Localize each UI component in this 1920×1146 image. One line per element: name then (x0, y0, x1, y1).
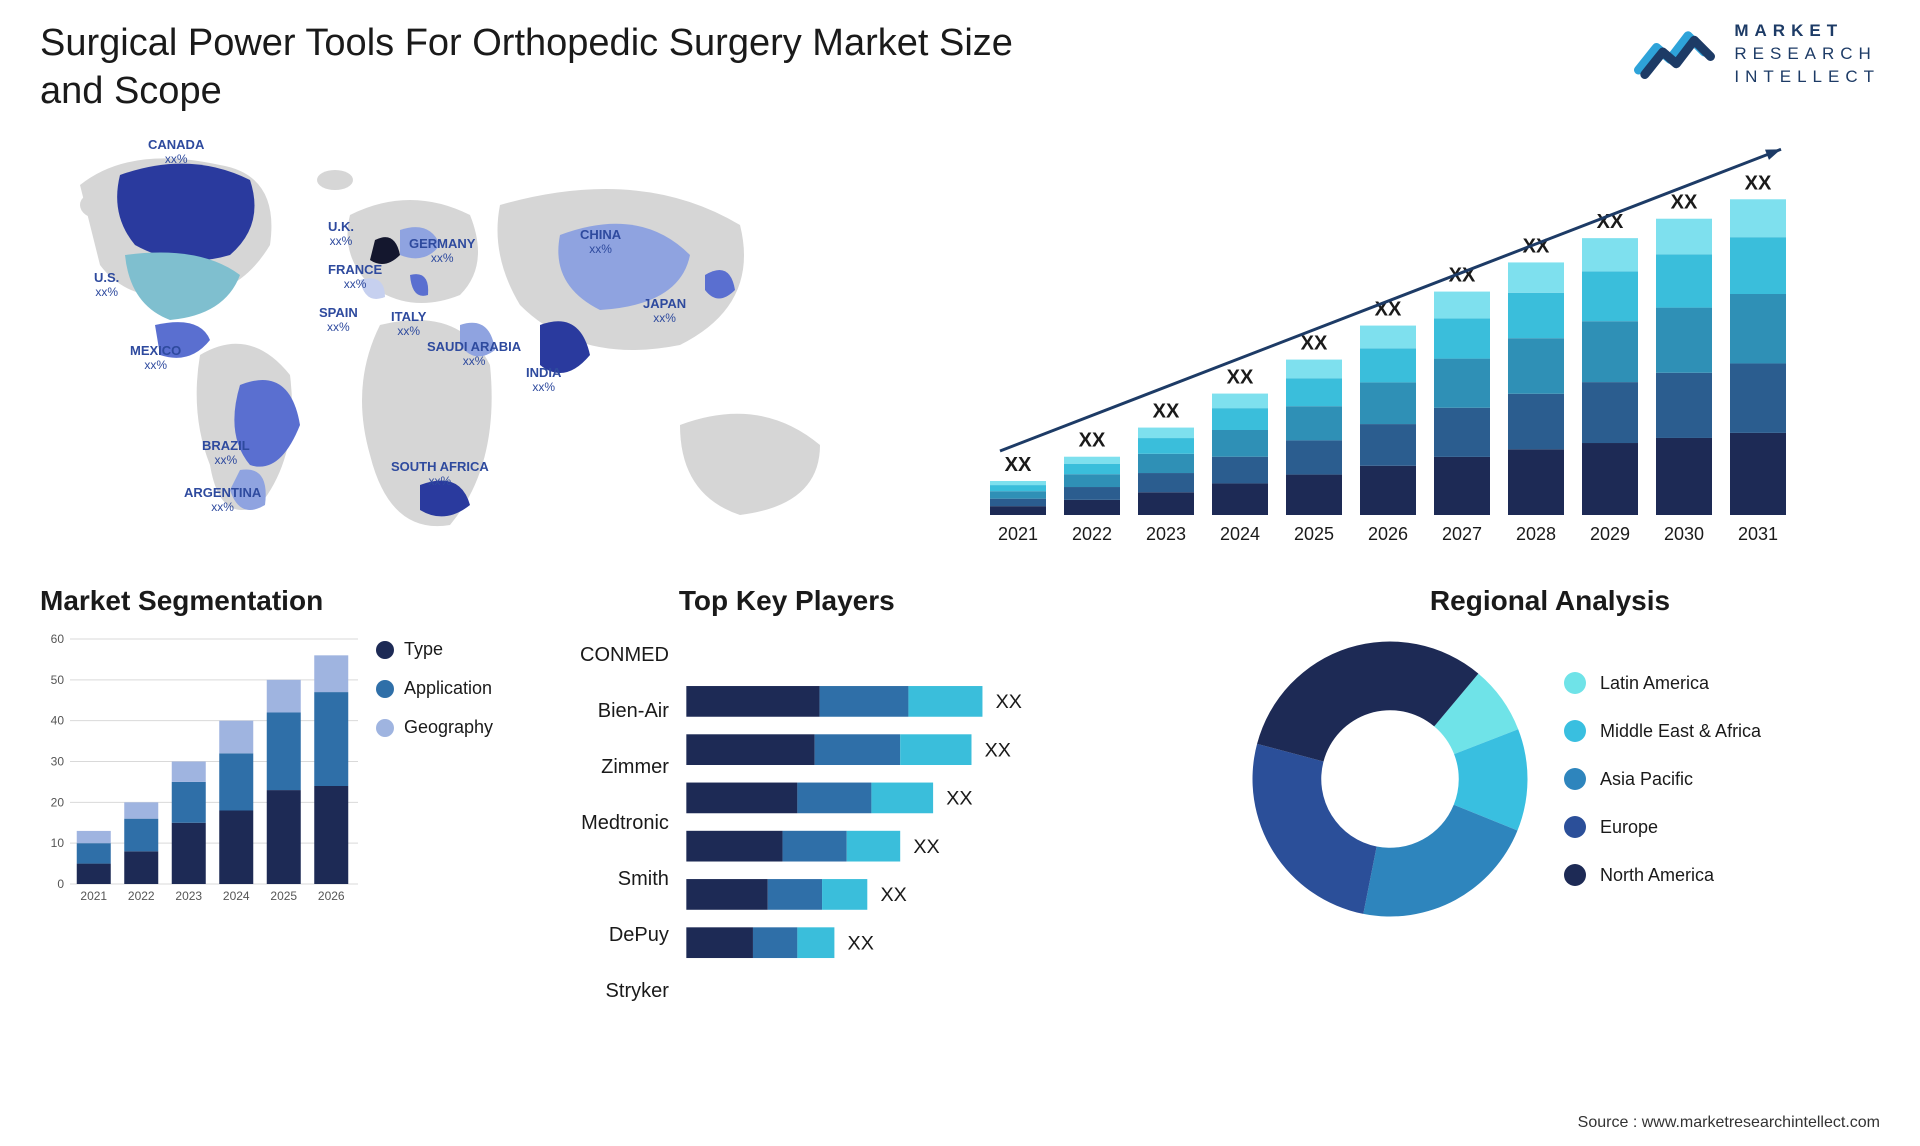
map-label-india: INDIAxx% (526, 366, 561, 395)
svg-text:XX: XX (1005, 454, 1032, 476)
svg-text:XX: XX (1301, 333, 1328, 355)
page-title: Surgical Power Tools For Orthopedic Surg… (40, 20, 1040, 115)
regional-legend: Latin America Middle East & Africa Asia Pa… (1564, 672, 1761, 886)
map-label-canada: CANADAxx% (148, 138, 204, 167)
regional-title: Regional Analysis (1240, 585, 1860, 617)
map-label-brazil: BRAZILxx% (202, 439, 250, 468)
segmentation-chart: 0 10 20 30 40 50 60 2021 2022 2023 2024 2025 2026 (40, 629, 360, 909)
world-map: CANADAxx% U.S.xx% MEXICOxx% BRAZILxx% ARGENT… (40, 125, 940, 555)
player-name-smith: Smith (618, 857, 669, 901)
svg-text:2031: 2031 (1738, 524, 1778, 544)
player-name-zimmer: Zimmer (601, 745, 669, 789)
svg-text:2021: 2021 (998, 524, 1038, 544)
svg-text:XX: XX (1745, 172, 1772, 194)
segmentation-title: Market Segmentation (40, 585, 560, 617)
svg-text:2025: 2025 (270, 889, 297, 903)
region-legend-latin-america: Latin America (1564, 672, 1761, 694)
svg-text:XX: XX (1671, 192, 1698, 214)
map-label-china: CHINAxx% (580, 228, 621, 257)
players-chart: XX XX XX XX XX XX (679, 629, 1220, 969)
svg-text:XX: XX (847, 932, 873, 954)
svg-text:10: 10 (51, 836, 65, 850)
svg-text:0: 0 (57, 877, 64, 891)
map-label-u-s-: U.S.xx% (94, 271, 119, 300)
svg-text:XX: XX (913, 836, 939, 858)
map-label-mexico: MEXICOxx% (130, 344, 181, 373)
player-name-depuy: DePuy (609, 913, 669, 957)
svg-text:XX: XX (880, 884, 906, 906)
svg-text:2024: 2024 (1220, 524, 1260, 544)
player-name-conmed: CONMED (580, 633, 669, 677)
map-label-germany: GERMANYxx% (409, 237, 475, 266)
svg-text:60: 60 (51, 632, 65, 646)
svg-text:XX: XX (996, 691, 1022, 713)
svg-text:2021: 2021 (80, 889, 107, 903)
svg-text:2024: 2024 (223, 889, 250, 903)
logo-line3: INTELLECT (1734, 66, 1880, 89)
map-label-u-k-: U.K.xx% (328, 220, 354, 249)
regional-donut (1240, 629, 1540, 929)
svg-text:2022: 2022 (1072, 524, 1112, 544)
map-label-saudi-arabia: SAUDI ARABIAxx% (427, 340, 521, 369)
region-legend-north-america: North America (1564, 864, 1761, 886)
logo-line2: RESEARCH (1734, 43, 1880, 66)
regional-panel: Regional Analysis Latin America Middle Ea… (1240, 585, 1860, 1013)
player-name-medtronic: Medtronic (581, 801, 669, 845)
svg-text:2030: 2030 (1664, 524, 1704, 544)
region-legend-asia-pacific: Asia Pacific (1564, 768, 1761, 790)
seg-legend-geography: Geography (376, 717, 493, 738)
map-label-france: FRANCExx% (328, 263, 382, 292)
svg-text:XX: XX (946, 788, 972, 810)
svg-text:XX: XX (1079, 430, 1106, 452)
svg-text:2026: 2026 (1368, 524, 1408, 544)
svg-text:20: 20 (51, 795, 65, 809)
svg-text:XX: XX (1227, 367, 1254, 389)
svg-text:50: 50 (51, 673, 65, 687)
players-panel: CONMED Bien-Air Zimmer Medtronic Smith DePuy S… (580, 585, 1220, 1013)
svg-text:40: 40 (51, 714, 65, 728)
player-name-stryker: Stryker (606, 969, 669, 1013)
svg-text:2026: 2026 (318, 889, 345, 903)
map-label-spain: SPAINxx% (319, 306, 358, 335)
region-legend-middle-east-africa: Middle East & Africa (1564, 720, 1761, 742)
segmentation-panel: Market Segmentation 0 10 20 30 40 50 60 2021 202… (40, 585, 560, 1013)
svg-text:2022: 2022 (128, 889, 155, 903)
svg-text:2023: 2023 (1146, 524, 1186, 544)
seg-legend-application: Application (376, 678, 493, 699)
map-label-south-africa: SOUTH AFRICAxx% (391, 460, 489, 489)
svg-text:2027: 2027 (1442, 524, 1482, 544)
svg-text:2023: 2023 (175, 889, 202, 903)
brand-logo: MARKET RESEARCH INTELLECT (1634, 20, 1880, 89)
svg-text:2028: 2028 (1516, 524, 1556, 544)
seg-legend-type: Type (376, 639, 493, 660)
map-label-argentina: ARGENTINAxx% (184, 486, 261, 515)
players-title: Top Key Players (679, 585, 1220, 617)
region-legend-europe: Europe (1564, 816, 1761, 838)
source-label: Source : www.marketresearchintellect.com (1578, 1114, 1880, 1132)
player-name-bien-air: Bien-Air (598, 689, 669, 733)
logo-line1: MARKET (1734, 20, 1880, 43)
map-label-japan: JAPANxx% (643, 297, 686, 326)
growth-chart: XX 2021 XX 2022 XX 2023 XX 2024 XX 2025 XX 2026 XX 20… (970, 125, 1850, 555)
svg-text:XX: XX (1153, 401, 1180, 423)
svg-text:2029: 2029 (1590, 524, 1630, 544)
svg-text:XX: XX (985, 739, 1011, 761)
map-label-italy: ITALYxx% (391, 310, 426, 339)
svg-text:30: 30 (51, 755, 65, 769)
logo-mark-icon (1634, 22, 1724, 87)
segmentation-legend: Type Application Geography (376, 639, 493, 909)
svg-text:2025: 2025 (1294, 524, 1334, 544)
